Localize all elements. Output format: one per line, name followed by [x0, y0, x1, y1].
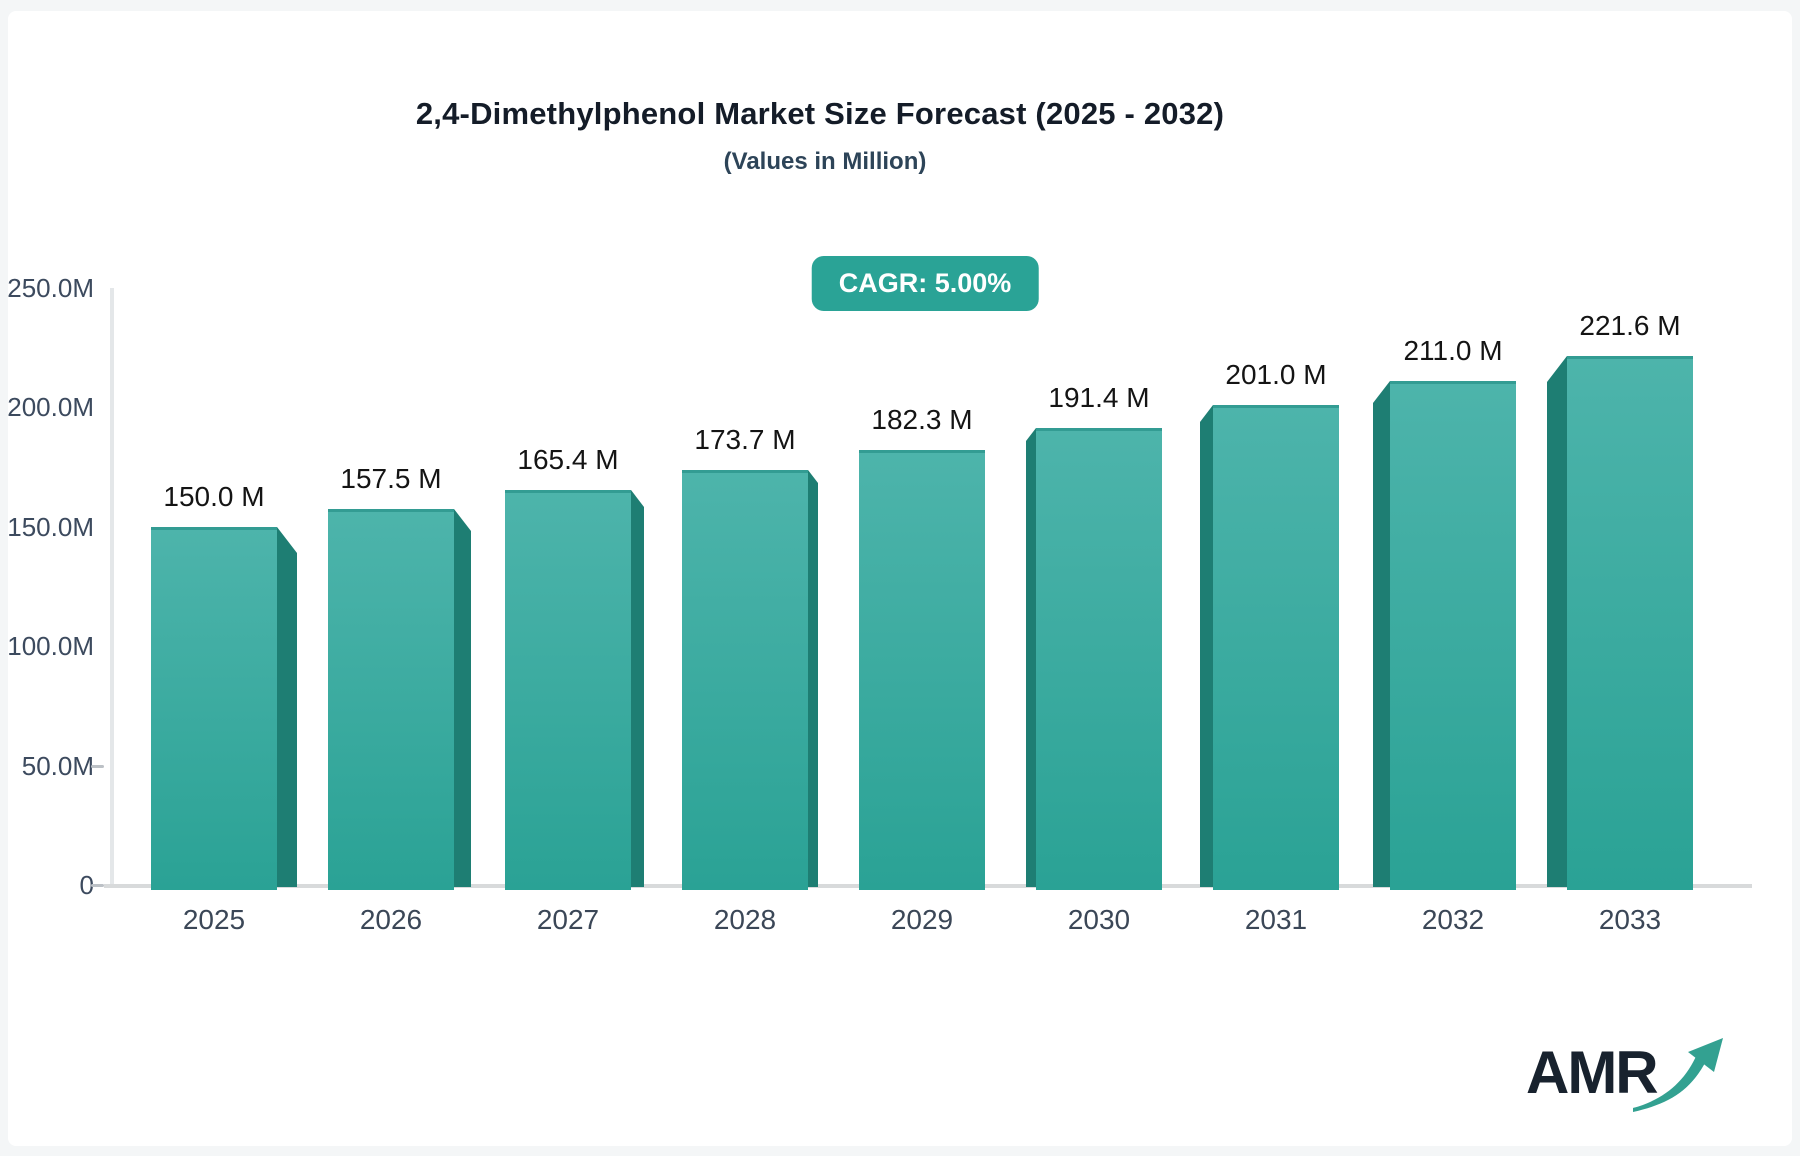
bar-2032	[1390, 381, 1516, 890]
bar-value-label-2032: 211.0 M	[1403, 335, 1503, 366]
bar-side-face-2026	[454, 509, 471, 887]
amr-logo-text: AMR	[1526, 1039, 1659, 1106]
bar-value-label-2025: 150.0 M	[163, 481, 265, 512]
y-axis-tick-0	[91, 884, 104, 887]
bar-2031	[1213, 405, 1339, 890]
bar-2030	[1036, 428, 1162, 890]
bar-side-face-2028	[808, 470, 818, 887]
bar-side-face-2030	[1026, 428, 1036, 887]
y-axis-label-150: 150.0M	[7, 511, 94, 542]
y-axis-tick-50	[91, 764, 104, 768]
x-axis-label-2029: 2029	[890, 904, 954, 935]
x-axis-label-2025: 2025	[182, 904, 246, 935]
bar-side-face-2025	[277, 527, 297, 887]
bar-value-label-2028: 173.7 M	[694, 424, 796, 455]
x-axis-label-2026: 2026	[359, 904, 423, 935]
bar-side-face-2032	[1373, 381, 1390, 887]
y-axis-label-200: 200.0M	[7, 392, 94, 423]
chart-title: 2,4-Dimethylphenol Market Size Forecast …	[415, 96, 1225, 131]
bar-2028	[682, 470, 808, 890]
bar-value-label-2033: 221.6 M	[1579, 310, 1681, 341]
x-axis-label-2030: 2030	[1067, 904, 1131, 935]
amr-logo: AMR	[1526, 1032, 1736, 1122]
x-axis-label-2027: 2027	[536, 904, 600, 935]
bar-side-face-2033	[1547, 356, 1567, 887]
y-axis-label-250: 250.0M	[7, 273, 94, 303]
x-axis-label-2033: 2033	[1598, 904, 1662, 935]
cagr-badge: CAGR: 5.00%	[811, 256, 1039, 311]
x-axis-label-2031: 2031	[1244, 904, 1308, 935]
growth-arrow-icon	[1633, 1038, 1723, 1112]
bar-2025	[151, 527, 277, 890]
bar-value-label-2029: 182.3 M	[871, 404, 973, 435]
y-axis-label-0: 0	[79, 870, 94, 900]
x-axis-label-2032: 2032	[1421, 904, 1485, 935]
bar-side-face-2027	[631, 490, 644, 887]
bar-value-label-2027: 165.4 M	[517, 444, 619, 475]
bar-2027	[505, 490, 631, 890]
bar-value-label-2030: 191.4 M	[1048, 382, 1150, 413]
y-axis-line	[110, 288, 114, 887]
y-axis-label-50: 50.0M	[21, 750, 94, 781]
bar-2033	[1567, 356, 1693, 890]
bar-2029	[859, 450, 985, 890]
bar-side-face-2031	[1200, 405, 1213, 887]
bar-value-label-2031: 201.0 M	[1225, 359, 1327, 390]
bar-2026	[328, 509, 454, 890]
x-axis-label-2028: 2028	[713, 904, 777, 935]
bar-value-label-2026: 157.5 M	[340, 463, 442, 494]
y-axis-label-100: 100.0M	[7, 631, 94, 662]
chart-subtitle: (Values in Million)	[723, 148, 927, 175]
